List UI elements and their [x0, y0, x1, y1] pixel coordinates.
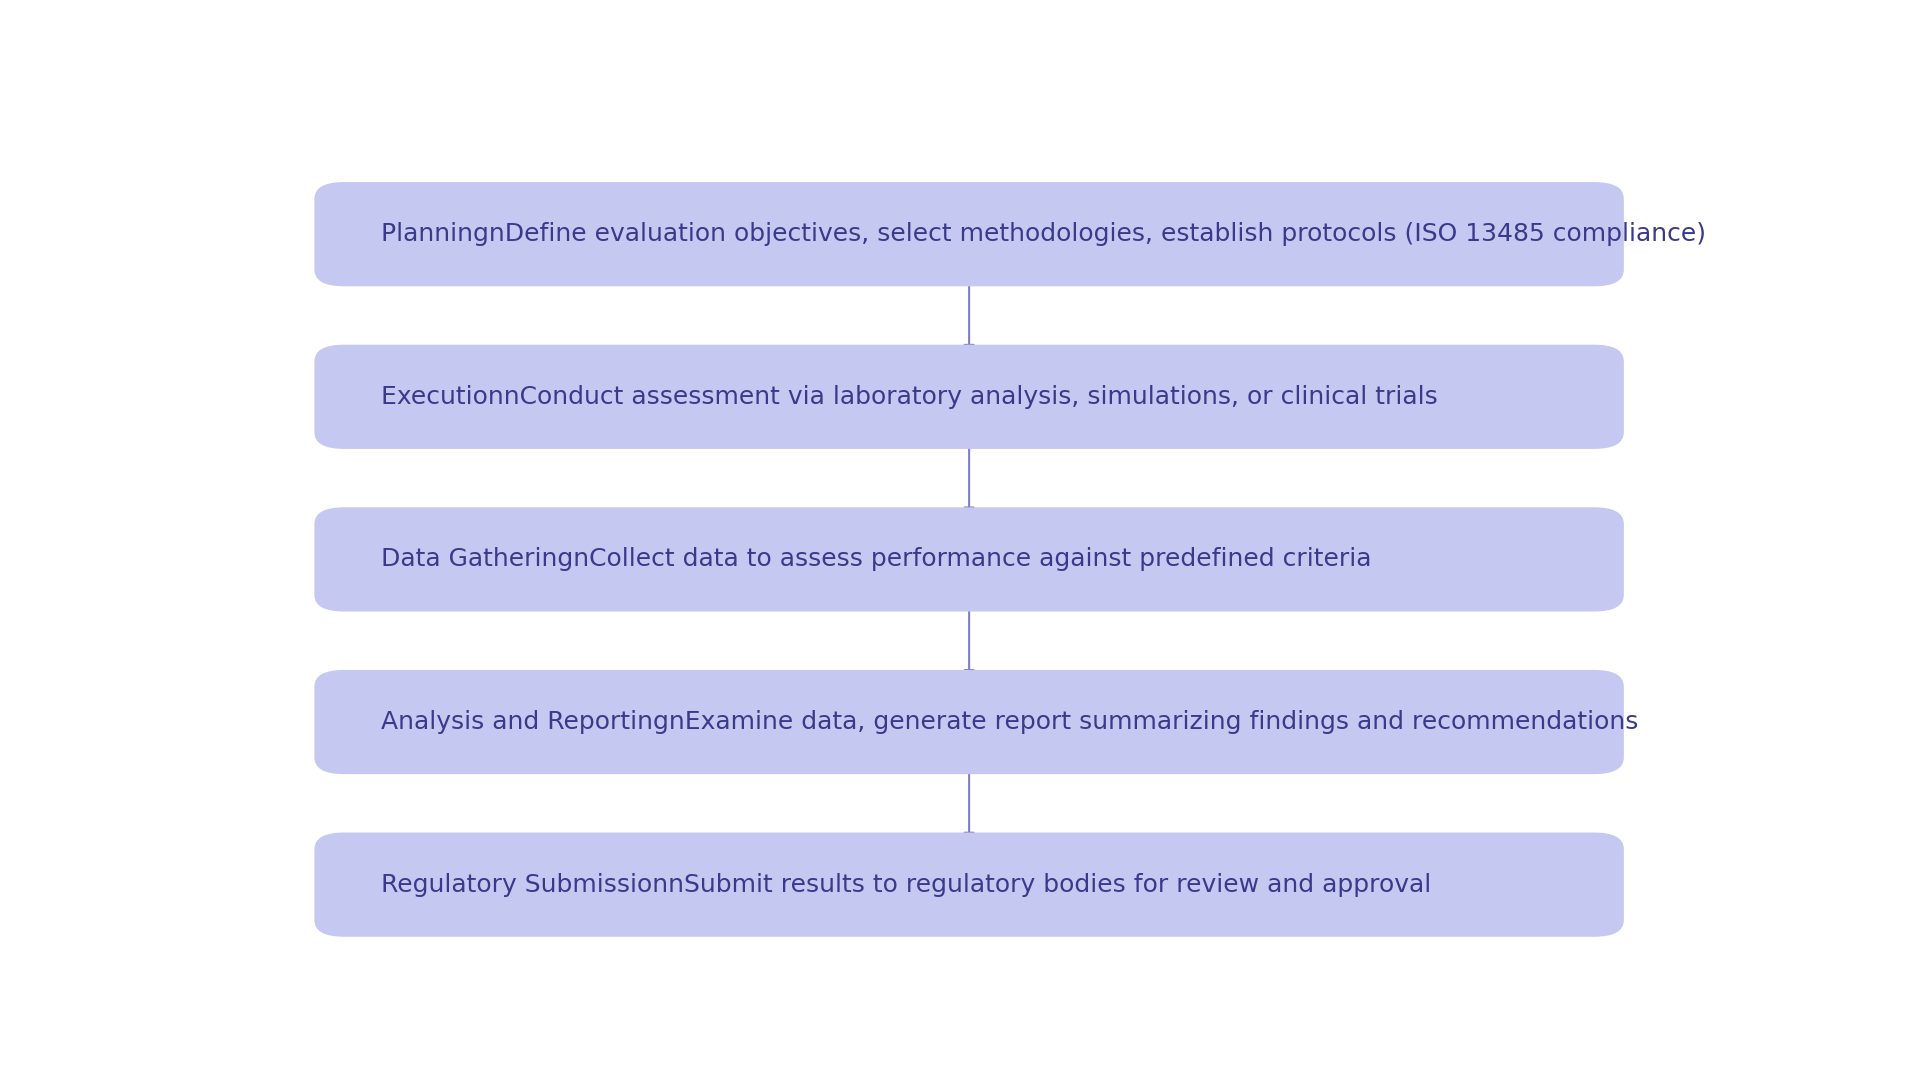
FancyBboxPatch shape — [315, 670, 1624, 774]
Text: ExecutionnConduct assessment via laboratory analysis, simulations, or clinical t: ExecutionnConduct assessment via laborat… — [382, 384, 1438, 408]
FancyBboxPatch shape — [315, 344, 1624, 449]
FancyBboxPatch shape — [315, 182, 1624, 286]
Text: Regulatory SubmissionnSubmit results to regulatory bodies for review and approva: Regulatory SubmissionnSubmit results to … — [382, 873, 1432, 897]
FancyBboxPatch shape — [315, 833, 1624, 937]
Text: Data GatheringnCollect data to assess performance against predefined criteria: Data GatheringnCollect data to assess pe… — [382, 547, 1373, 572]
Text: Analysis and ReportingnExamine data, generate report summarizing findings and re: Analysis and ReportingnExamine data, gen… — [382, 710, 1640, 734]
Text: PlanningnDefine evaluation objectives, select methodologies, establish protocols: PlanningnDefine evaluation objectives, s… — [382, 222, 1707, 246]
FancyBboxPatch shape — [315, 507, 1624, 612]
